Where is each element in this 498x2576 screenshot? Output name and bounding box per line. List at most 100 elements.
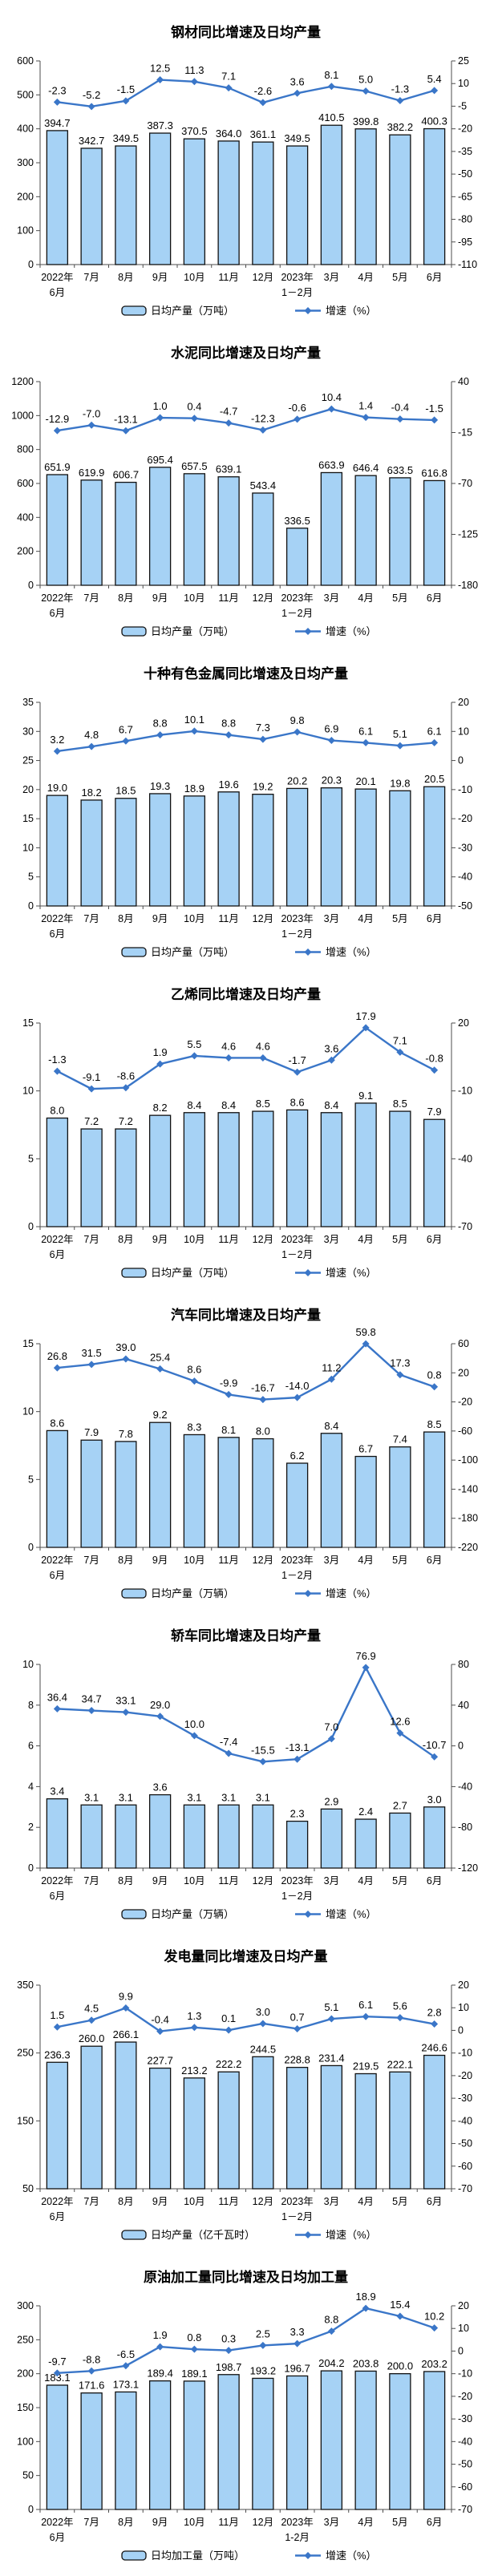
legend-line-marker (304, 1590, 312, 1597)
bar (389, 790, 411, 907)
bar (115, 481, 137, 586)
legend-bar-swatch (121, 1588, 147, 1599)
line-marker (190, 415, 198, 423)
bar-value-label: 246.6 (421, 2042, 447, 2054)
line-marker (156, 1060, 164, 1068)
bar (320, 471, 343, 586)
bar-value-label: 8.5 (427, 1418, 442, 1430)
legend-line-label: 增速（%） (326, 946, 377, 958)
left-axis-tick-label: 15 (22, 1338, 34, 1349)
x-axis-category-label: 12月 (253, 1875, 273, 1887)
x-axis-category-label: 4月 (358, 272, 373, 283)
bar (80, 479, 103, 586)
right-axis-tick-label: 10 (458, 78, 469, 89)
x-axis-category-label: 6月 (50, 1249, 65, 1260)
bar (115, 2391, 137, 2510)
right-axis-tick-label: -10 (458, 784, 472, 795)
x-axis-category-label: 3月 (324, 1555, 339, 1566)
bar (183, 1434, 206, 1548)
bar (285, 2066, 309, 2190)
bar (148, 1421, 172, 1548)
right-axis-tick-label: 0 (458, 2024, 464, 2036)
line-marker (225, 1749, 233, 1757)
line-value-label: -7.0 (83, 407, 100, 419)
chart-block-4: 乙烯同比增速及日均产量 15 10 5 0 20 -10 -40 -70 8.0 7.2 7.2 8.2… (0, 972, 498, 1292)
legend-bar-label: 日均产量（万吨） (151, 625, 234, 637)
bar-value-label: 3.1 (119, 1791, 133, 1803)
chart-block-7: 发电量同比增速及日均产量 350 250 150 50 20 10 0 -10 -20 -30 -40… (0, 1934, 498, 2255)
left-axis-tick-label: 0 (28, 259, 34, 270)
legend-line-marker (304, 2552, 312, 2559)
x-axis-category-label: 6月 (50, 2211, 65, 2222)
line-value-label: -12.9 (46, 413, 70, 425)
bar-value-label: 651.9 (44, 461, 71, 473)
line-marker (87, 1361, 95, 1369)
growth-line (56, 2007, 435, 2032)
left-axis-tick-label: 15 (22, 1017, 34, 1029)
line-marker (431, 1753, 439, 1761)
bar (115, 798, 137, 907)
bar-value-label: 657.5 (181, 460, 208, 472)
x-axis-category-label: 2022年 (41, 2517, 73, 2528)
right-axis-tick-label: -180 (458, 1513, 478, 1524)
x-axis-category-label: 2023年 (281, 1555, 313, 1566)
bar (115, 1441, 137, 1548)
line-marker (53, 427, 61, 435)
right-axis-tick-label: -50 (458, 168, 472, 180)
bar-value-label: 7.9 (427, 1106, 442, 1118)
bar-value-label: 244.5 (250, 2043, 277, 2055)
bar-value-label: 213.2 (181, 2064, 208, 2077)
bar (217, 1437, 240, 1548)
line-marker (259, 1053, 267, 1062)
right-axis-tick-label: -60 (458, 1425, 472, 1437)
left-axis-tick-label: 300 (17, 157, 34, 168)
bar (423, 786, 446, 907)
combo-chart-svg: 原油加工量同比增速及日均加工量30025020015010050020100-1… (17, 2269, 472, 2562)
line-value-label: 6.1 (358, 725, 373, 737)
line-marker (156, 1713, 164, 1721)
bar-value-label: 8.4 (324, 1420, 338, 1432)
line-value-label: -10.7 (423, 1739, 447, 1751)
line-value-label: 0.8 (427, 1369, 442, 1381)
line-marker (225, 1053, 233, 1062)
line-marker (431, 2324, 439, 2332)
line-value-label: -1.5 (425, 402, 443, 415)
line-value-label: 1.4 (358, 400, 373, 412)
right-axis-tick-label: -20 (458, 2070, 472, 2081)
legend-line-marker (304, 948, 312, 956)
line-marker (156, 414, 164, 422)
chart-title: 原油加工量同比增速及日均加工量 (144, 2269, 348, 2285)
bar (148, 132, 172, 265)
line-marker (294, 89, 302, 97)
line-marker (53, 1364, 61, 1372)
x-axis-category-label: 10月 (184, 913, 204, 924)
bar-value-label: 2.7 (393, 1799, 407, 1811)
line-marker (122, 1084, 130, 1092)
x-axis-category-label: 2023年 (281, 1875, 313, 1887)
bar-value-label: 183.1 (44, 2372, 71, 2384)
line-value-label: 11.2 (322, 1361, 341, 1373)
bar (285, 1109, 309, 1227)
chart-title: 乙烯同比增速及日均产量 (171, 986, 321, 1002)
line-value-label: 0.1 (221, 2012, 236, 2024)
bar-value-label: 2.9 (324, 1795, 338, 1807)
line-marker (190, 1052, 198, 1060)
line-marker (87, 421, 95, 429)
line-marker (156, 2343, 164, 2351)
x-axis-category-label: 6月 (427, 2196, 442, 2207)
line-value-label: 10.2 (424, 2311, 444, 2323)
legend-line-label: 增速（%） (326, 2550, 377, 2562)
bar-value-label: 6.2 (290, 1450, 305, 1462)
x-axis-category-label: 5月 (392, 913, 407, 924)
bar (148, 1793, 172, 1869)
x-axis-category-label: 12月 (253, 913, 273, 924)
line-value-label: 5.1 (324, 2001, 338, 2013)
bar-value-label: 203.2 (421, 2358, 447, 2370)
bar (354, 475, 377, 586)
bar (115, 2041, 137, 2190)
line-marker (122, 2362, 130, 2370)
bar-value-label: 198.7 (216, 2361, 242, 2373)
right-axis-tick-label: -40 (458, 1781, 472, 1792)
right-axis-tick-label: 0 (458, 1741, 464, 1752)
bar-value-label: 20.1 (355, 775, 375, 787)
